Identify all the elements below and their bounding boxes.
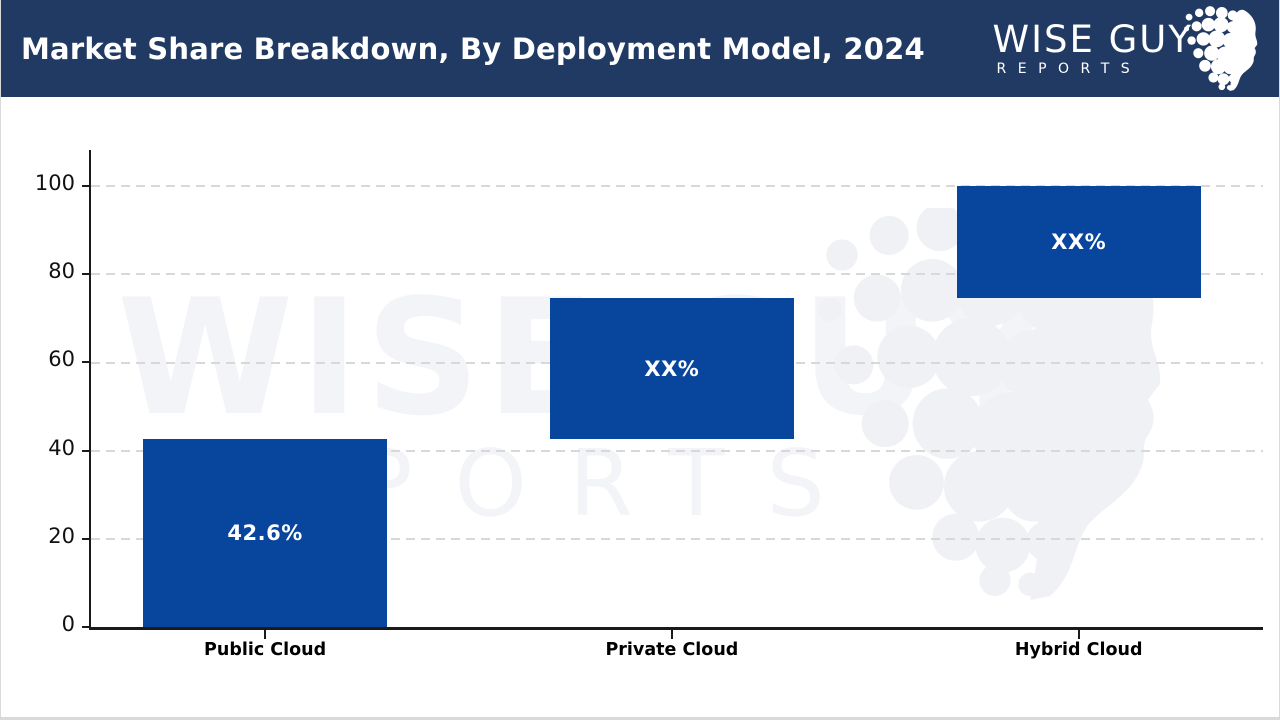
logo-text: WISE GUY REPORTS [992,17,1193,78]
x-tick-mark [1077,630,1080,639]
y-tick-label: 60 [48,347,75,372]
y-tick-mark [82,449,89,452]
x-tick-mark [264,630,267,639]
logo-wordmark: WISE GUY [992,17,1193,61]
gridline [91,185,1263,188]
x-axis-line [89,627,1263,630]
gridline [91,537,1263,540]
y-tick-mark [82,361,89,364]
y-tick-mark [82,537,89,540]
gridline [91,273,1263,276]
y-tick-label: 80 [48,259,75,284]
gridline [91,449,1263,452]
x-category-label: Private Cloud [605,640,739,660]
y-tick-mark [82,273,89,276]
logo-subtitle: REPORTS [996,61,1142,78]
bar-public-cloud: 42.6% [143,439,388,627]
y-tick-label: 20 [48,523,75,548]
bar-value-label: 42.6% [227,521,303,546]
plot-area: 42.6% XX% XX% [89,150,1263,630]
chart-title: Market Share Breakdown, By Deployment Mo… [21,31,925,66]
y-tick-label: 0 [61,612,75,636]
x-category-label: Hybrid Cloud [1014,640,1143,660]
y-tick-mark [82,626,89,628]
x-tick-mark [670,630,673,639]
y-tick-label: 40 [48,435,75,460]
bar-private-cloud: XX% [549,298,794,440]
wiseguy-logo: WISE GUY REPORTS [993,6,1263,92]
y-tick-label: 100 [34,171,75,196]
y-tick-mark [82,185,89,188]
bar-value-label: XX% [644,356,700,381]
y-axis-line [89,150,91,627]
header: Market Share Breakdown, By Deployment Mo… [1,0,1279,97]
bar-value-label: XX% [1051,230,1107,255]
bar-hybrid-cloud: XX% [956,186,1201,299]
wiseguy-face-icon [1184,6,1258,91]
x-category-label: Public Cloud [204,640,327,660]
